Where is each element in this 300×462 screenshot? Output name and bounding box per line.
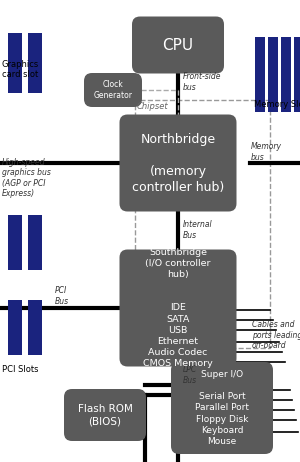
Bar xyxy=(8,300,22,355)
FancyBboxPatch shape xyxy=(171,362,273,454)
Text: Memory
bus: Memory bus xyxy=(251,142,282,162)
Text: Flash ROM
(BIOS): Flash ROM (BIOS) xyxy=(78,404,132,426)
Text: Northbridge

(memory
controller hub): Northbridge (memory controller hub) xyxy=(132,133,224,194)
Text: Internal
Bus: Internal Bus xyxy=(183,220,213,240)
Text: PCI Slots: PCI Slots xyxy=(2,365,38,374)
Text: Cables and
ports leading
off-board: Cables and ports leading off-board xyxy=(252,320,300,350)
Bar xyxy=(28,33,42,93)
Bar xyxy=(8,33,22,93)
Text: Graphics
card slot: Graphics card slot xyxy=(2,60,39,79)
FancyBboxPatch shape xyxy=(64,389,146,441)
Bar xyxy=(28,215,42,270)
FancyBboxPatch shape xyxy=(132,17,224,73)
Text: LPC
Bus: LPC Bus xyxy=(183,365,197,385)
Text: High-speed
graphics bus
(AGP or PCI
Express): High-speed graphics bus (AGP or PCI Expr… xyxy=(2,158,51,198)
Bar xyxy=(268,37,278,112)
Text: Southbridge
(I/O controller
hub)


IDE
SATA
USB
Ethernet
Audio Codec
CMOS Memory: Southbridge (I/O controller hub) IDE SAT… xyxy=(143,248,213,368)
FancyBboxPatch shape xyxy=(119,115,236,212)
Text: Chipset: Chipset xyxy=(137,102,169,111)
Bar xyxy=(294,37,300,112)
FancyBboxPatch shape xyxy=(119,249,236,366)
Bar xyxy=(135,100,270,348)
Text: PCI
Bus: PCI Bus xyxy=(55,286,69,306)
Text: Memory Slots: Memory Slots xyxy=(254,100,300,109)
Bar xyxy=(281,37,291,112)
Text: Front-side
bus: Front-side bus xyxy=(183,72,221,91)
Bar xyxy=(255,37,265,112)
FancyBboxPatch shape xyxy=(84,73,142,107)
Text: Clock
Generator: Clock Generator xyxy=(94,80,133,100)
Bar xyxy=(28,300,42,355)
Text: CPU: CPU xyxy=(162,37,194,53)
Text: Super I/O

Serial Port
Parallel Port
Floppy Disk
Keyboard
Mouse: Super I/O Serial Port Parallel Port Flop… xyxy=(195,370,249,446)
Bar xyxy=(8,215,22,270)
